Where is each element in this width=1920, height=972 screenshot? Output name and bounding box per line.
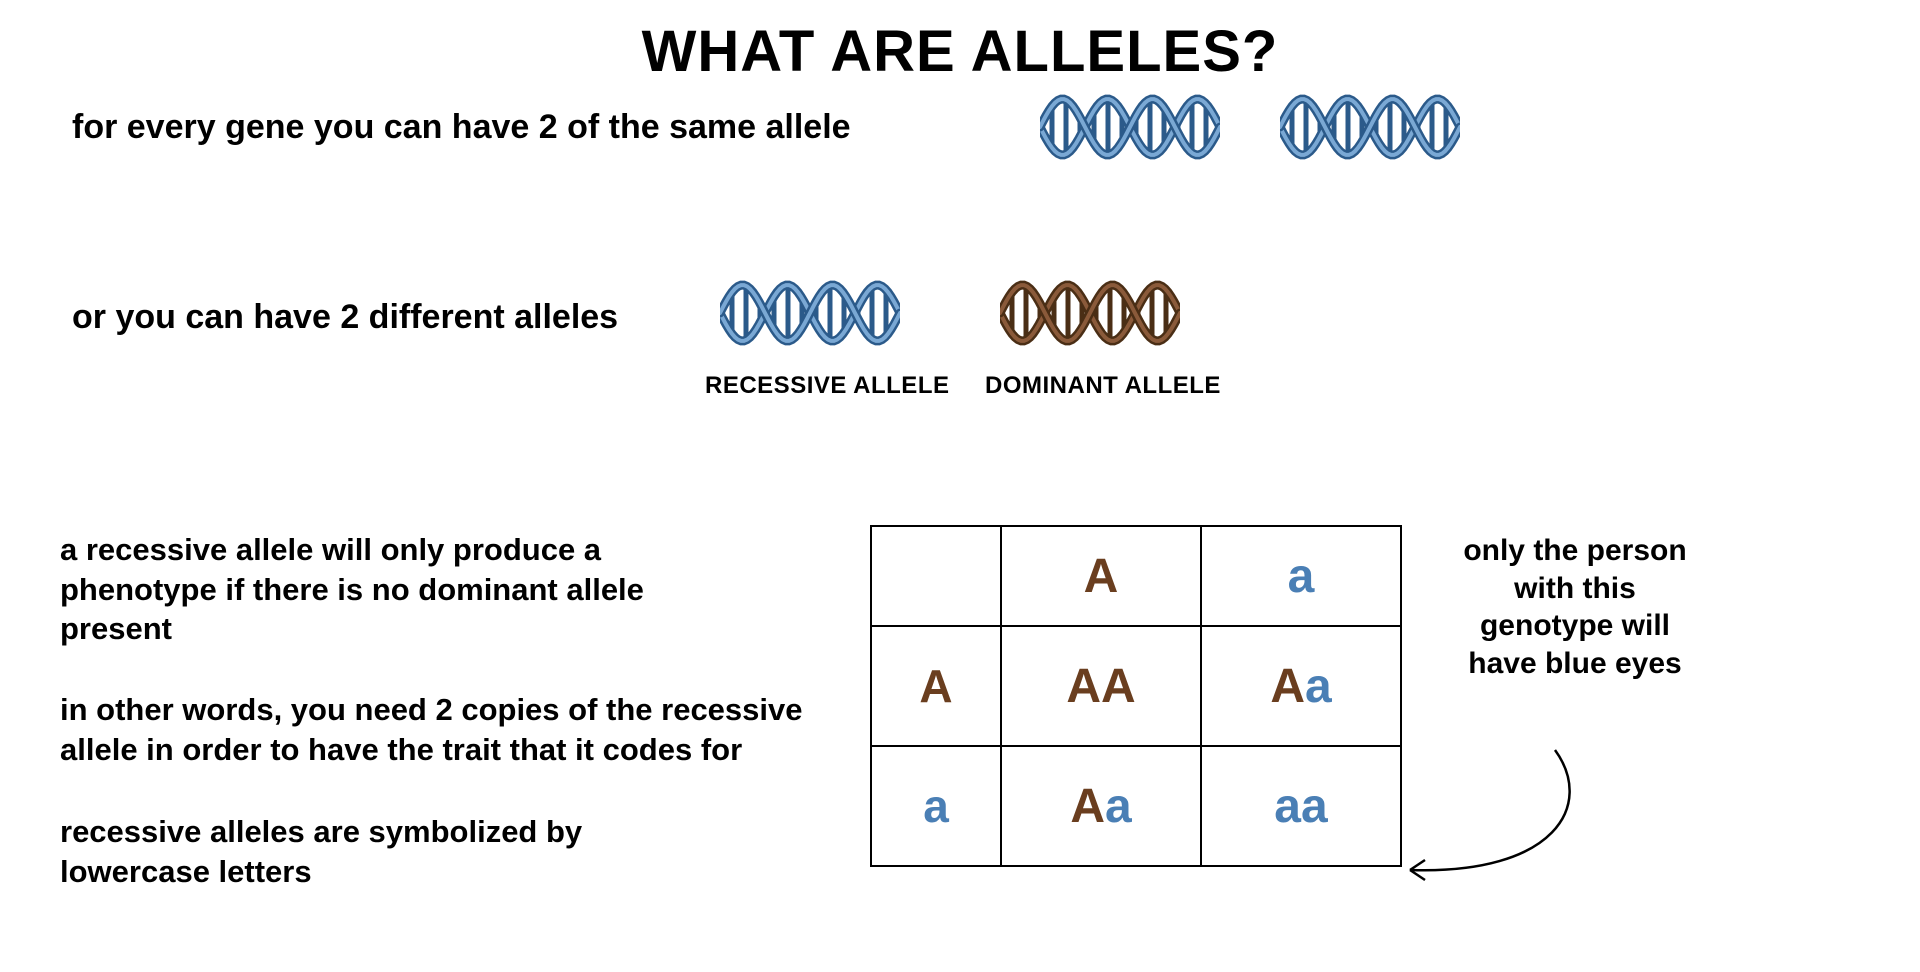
callout-arrow-icon xyxy=(1385,745,1665,925)
punnett-cell-1-1: aa xyxy=(1201,746,1401,866)
punnett-col-header-1: a xyxy=(1201,526,1401,626)
punnett-square: A a A AA Aa a Aa aa xyxy=(870,525,1402,867)
table-row: a Aa aa xyxy=(871,746,1401,866)
dna-icon-blue-2 xyxy=(1280,86,1460,173)
dna-icon-blue-1 xyxy=(1040,86,1220,173)
table-row: A AA Aa xyxy=(871,626,1401,746)
punnett-col-header-0: A xyxy=(1001,526,1201,626)
callout-blue-eyes: only the person with this genotype will … xyxy=(1445,532,1705,682)
paragraph-recessive-phenotype: a recessive allele will only produce a p… xyxy=(60,530,700,649)
table-row: A a xyxy=(871,526,1401,626)
paragraph-two-copies: in other words, you need 2 copies of the… xyxy=(60,690,840,769)
same-allele-text: for every gene you can have 2 of the sam… xyxy=(72,108,851,147)
dominant-label: DOMINANT ALLELE xyxy=(985,372,1221,400)
punnett-row-header-0: A xyxy=(871,626,1001,746)
dna-icon-dominant xyxy=(1000,272,1180,359)
paragraph-lowercase: recessive alleles are symbolized by lowe… xyxy=(60,812,700,891)
punnett-row-header-1: a xyxy=(871,746,1001,866)
punnett-cell-0-0: AA xyxy=(1001,626,1201,746)
recessive-label: RECESSIVE ALLELE xyxy=(705,372,949,400)
different-allele-text: or you can have 2 different alleles xyxy=(72,298,618,337)
punnett-empty-corner xyxy=(871,526,1001,626)
punnett-cell-0-1: Aa xyxy=(1201,626,1401,746)
dna-icon-recessive xyxy=(720,272,900,359)
punnett-cell-1-0: Aa xyxy=(1001,746,1201,866)
page-title: WHAT ARE ALLELES? xyxy=(0,18,1920,85)
